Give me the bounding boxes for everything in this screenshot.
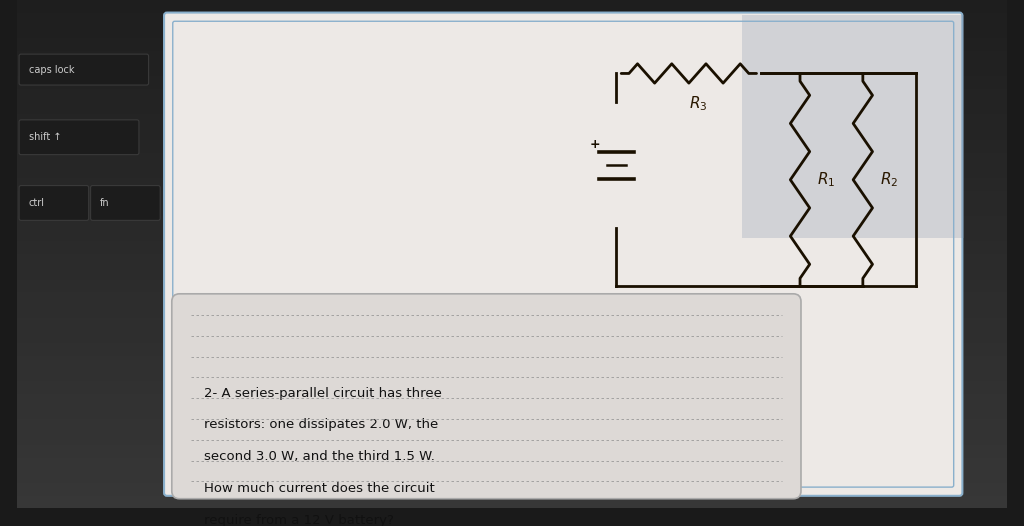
Bar	[17, 51, 1007, 64]
Text: ctrl: ctrl	[29, 198, 45, 208]
Bar	[17, 445, 1007, 458]
FancyBboxPatch shape	[164, 13, 963, 496]
Polygon shape	[742, 15, 965, 238]
Bar	[17, 165, 1007, 178]
Bar	[17, 394, 1007, 407]
Bar	[17, 381, 1007, 394]
Text: $R_1$: $R_1$	[817, 170, 836, 189]
Bar	[17, 407, 1007, 419]
Bar	[17, 153, 1007, 165]
Text: $R_2$: $R_2$	[881, 170, 898, 189]
FancyBboxPatch shape	[19, 120, 139, 155]
Bar	[17, 229, 1007, 241]
Text: 2- A series-parallel circuit has three: 2- A series-parallel circuit has three	[204, 387, 441, 400]
Bar	[17, 140, 1007, 153]
Text: caps lock: caps lock	[29, 65, 75, 75]
Bar	[17, 305, 1007, 318]
Text: second 3.0 W, and the third 1.5 W.: second 3.0 W, and the third 1.5 W.	[204, 450, 434, 463]
Text: +: +	[590, 137, 600, 150]
Bar	[17, 38, 1007, 51]
FancyBboxPatch shape	[172, 294, 801, 499]
Bar	[17, 267, 1007, 280]
Bar	[17, 470, 1007, 483]
Bar	[17, 318, 1007, 330]
Bar	[17, 114, 1007, 127]
Bar	[17, 458, 1007, 470]
Bar	[17, 280, 1007, 292]
FancyBboxPatch shape	[90, 186, 160, 220]
Bar	[17, 216, 1007, 229]
Text: require from a 12 V battery?: require from a 12 V battery?	[204, 514, 393, 526]
Text: How much current does the circuit: How much current does the circuit	[204, 482, 434, 495]
Bar	[17, 102, 1007, 114]
Bar	[17, 330, 1007, 343]
Bar	[17, 292, 1007, 305]
Bar	[17, 356, 1007, 369]
Bar	[17, 419, 1007, 432]
Bar	[17, 76, 1007, 89]
Bar	[17, 483, 1007, 495]
Text: shift ↑: shift ↑	[29, 132, 61, 142]
Bar	[17, 254, 1007, 267]
Bar	[17, 178, 1007, 190]
Bar	[17, 127, 1007, 140]
Bar	[17, 190, 1007, 204]
Bar	[17, 89, 1007, 102]
Bar	[17, 13, 1007, 25]
Text: resistors: one dissipates 2.0 W, the: resistors: one dissipates 2.0 W, the	[204, 419, 438, 431]
FancyBboxPatch shape	[19, 54, 148, 85]
Bar	[17, 25, 1007, 38]
FancyBboxPatch shape	[19, 186, 89, 220]
Bar	[17, 0, 1007, 13]
Bar	[17, 343, 1007, 356]
Bar	[17, 432, 1007, 445]
Bar	[17, 369, 1007, 381]
Text: fn: fn	[100, 198, 110, 208]
Bar	[17, 64, 1007, 76]
Bar	[17, 241, 1007, 254]
Text: $R_3$: $R_3$	[689, 95, 708, 114]
Bar	[17, 204, 1007, 216]
Bar	[17, 495, 1007, 509]
